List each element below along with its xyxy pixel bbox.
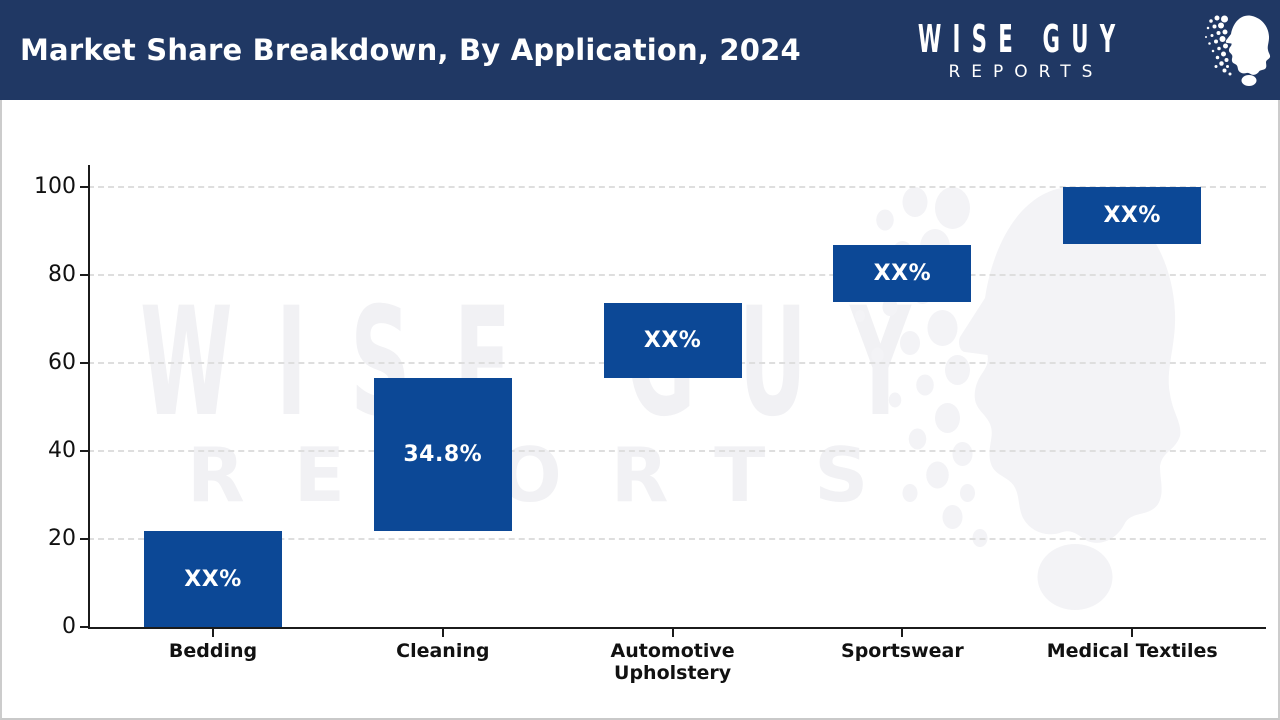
wise-guy-head-icon bbox=[1202, 13, 1272, 88]
bar-automotive-upholstery: XX% bbox=[603, 303, 742, 378]
y-tick-label: 0 bbox=[62, 614, 76, 639]
wise-guy-logo: WISE GUY REPORTS bbox=[836, 0, 1272, 100]
category-label: Medical Textiles bbox=[1046, 640, 1218, 662]
y-tick-mark bbox=[80, 450, 88, 452]
x-tick-mark bbox=[1131, 629, 1134, 637]
category-label: Sportswear bbox=[841, 640, 964, 662]
chart-area: WISE GUY REPORTS 0 20 40 60 80 100 XX% Bedding 3… bbox=[0, 100, 1280, 720]
bar-medical-textiles: XX% bbox=[1063, 187, 1202, 245]
category-label: Cleaning bbox=[396, 640, 490, 662]
category-label: Bedding bbox=[168, 640, 258, 662]
category-label: Automotive Upholstery bbox=[610, 640, 735, 684]
x-tick-mark bbox=[901, 629, 904, 637]
plot-area: 0 20 40 60 80 100 XX% Bedding 34.8% Cleaning XX% Au… bbox=[2, 100, 1278, 718]
bar-value-label: XX% bbox=[643, 328, 702, 354]
y-grid-line bbox=[88, 186, 1266, 188]
y-axis-line bbox=[88, 165, 90, 629]
logo-line-wise-guy: WISE GUY bbox=[917, 16, 1127, 61]
y-tick-label: 80 bbox=[48, 262, 76, 287]
bar-value-label: 34.8% bbox=[403, 442, 483, 467]
bar-cleaning: 34.8% bbox=[373, 377, 512, 532]
page-title: Market Share Breakdown, By Application, … bbox=[20, 33, 801, 67]
y-tick-label: 40 bbox=[48, 438, 76, 463]
x-tick-mark bbox=[212, 629, 214, 637]
bar-value-label: XX% bbox=[873, 260, 932, 286]
logo-line-reports: REPORTS bbox=[948, 61, 1104, 82]
y-tick-mark bbox=[80, 186, 88, 188]
y-tick-mark bbox=[80, 538, 88, 540]
bar-bedding: XX% bbox=[144, 531, 282, 627]
y-tick-mark bbox=[80, 626, 88, 628]
y-tick-mark bbox=[80, 274, 88, 276]
y-tick-label: 20 bbox=[48, 526, 76, 551]
y-tick-label: 60 bbox=[48, 350, 76, 375]
logo-wordmark: WISE GUY REPORTS bbox=[836, 20, 1208, 81]
header-bar: Market Share Breakdown, By Application, … bbox=[0, 0, 1280, 100]
y-grid-line bbox=[88, 274, 1266, 276]
y-grid-line bbox=[88, 538, 1266, 540]
x-axis-line bbox=[88, 627, 1266, 629]
y-tick-mark bbox=[80, 362, 88, 364]
x-tick-mark bbox=[441, 629, 444, 637]
y-grid-line bbox=[88, 450, 1266, 452]
bar-value-label: XX% bbox=[184, 566, 242, 592]
bar-value-label: XX% bbox=[1103, 203, 1161, 229]
x-tick-mark bbox=[671, 629, 674, 637]
y-tick-label: 100 bbox=[34, 174, 76, 199]
bar-sportswear: XX% bbox=[833, 245, 972, 302]
